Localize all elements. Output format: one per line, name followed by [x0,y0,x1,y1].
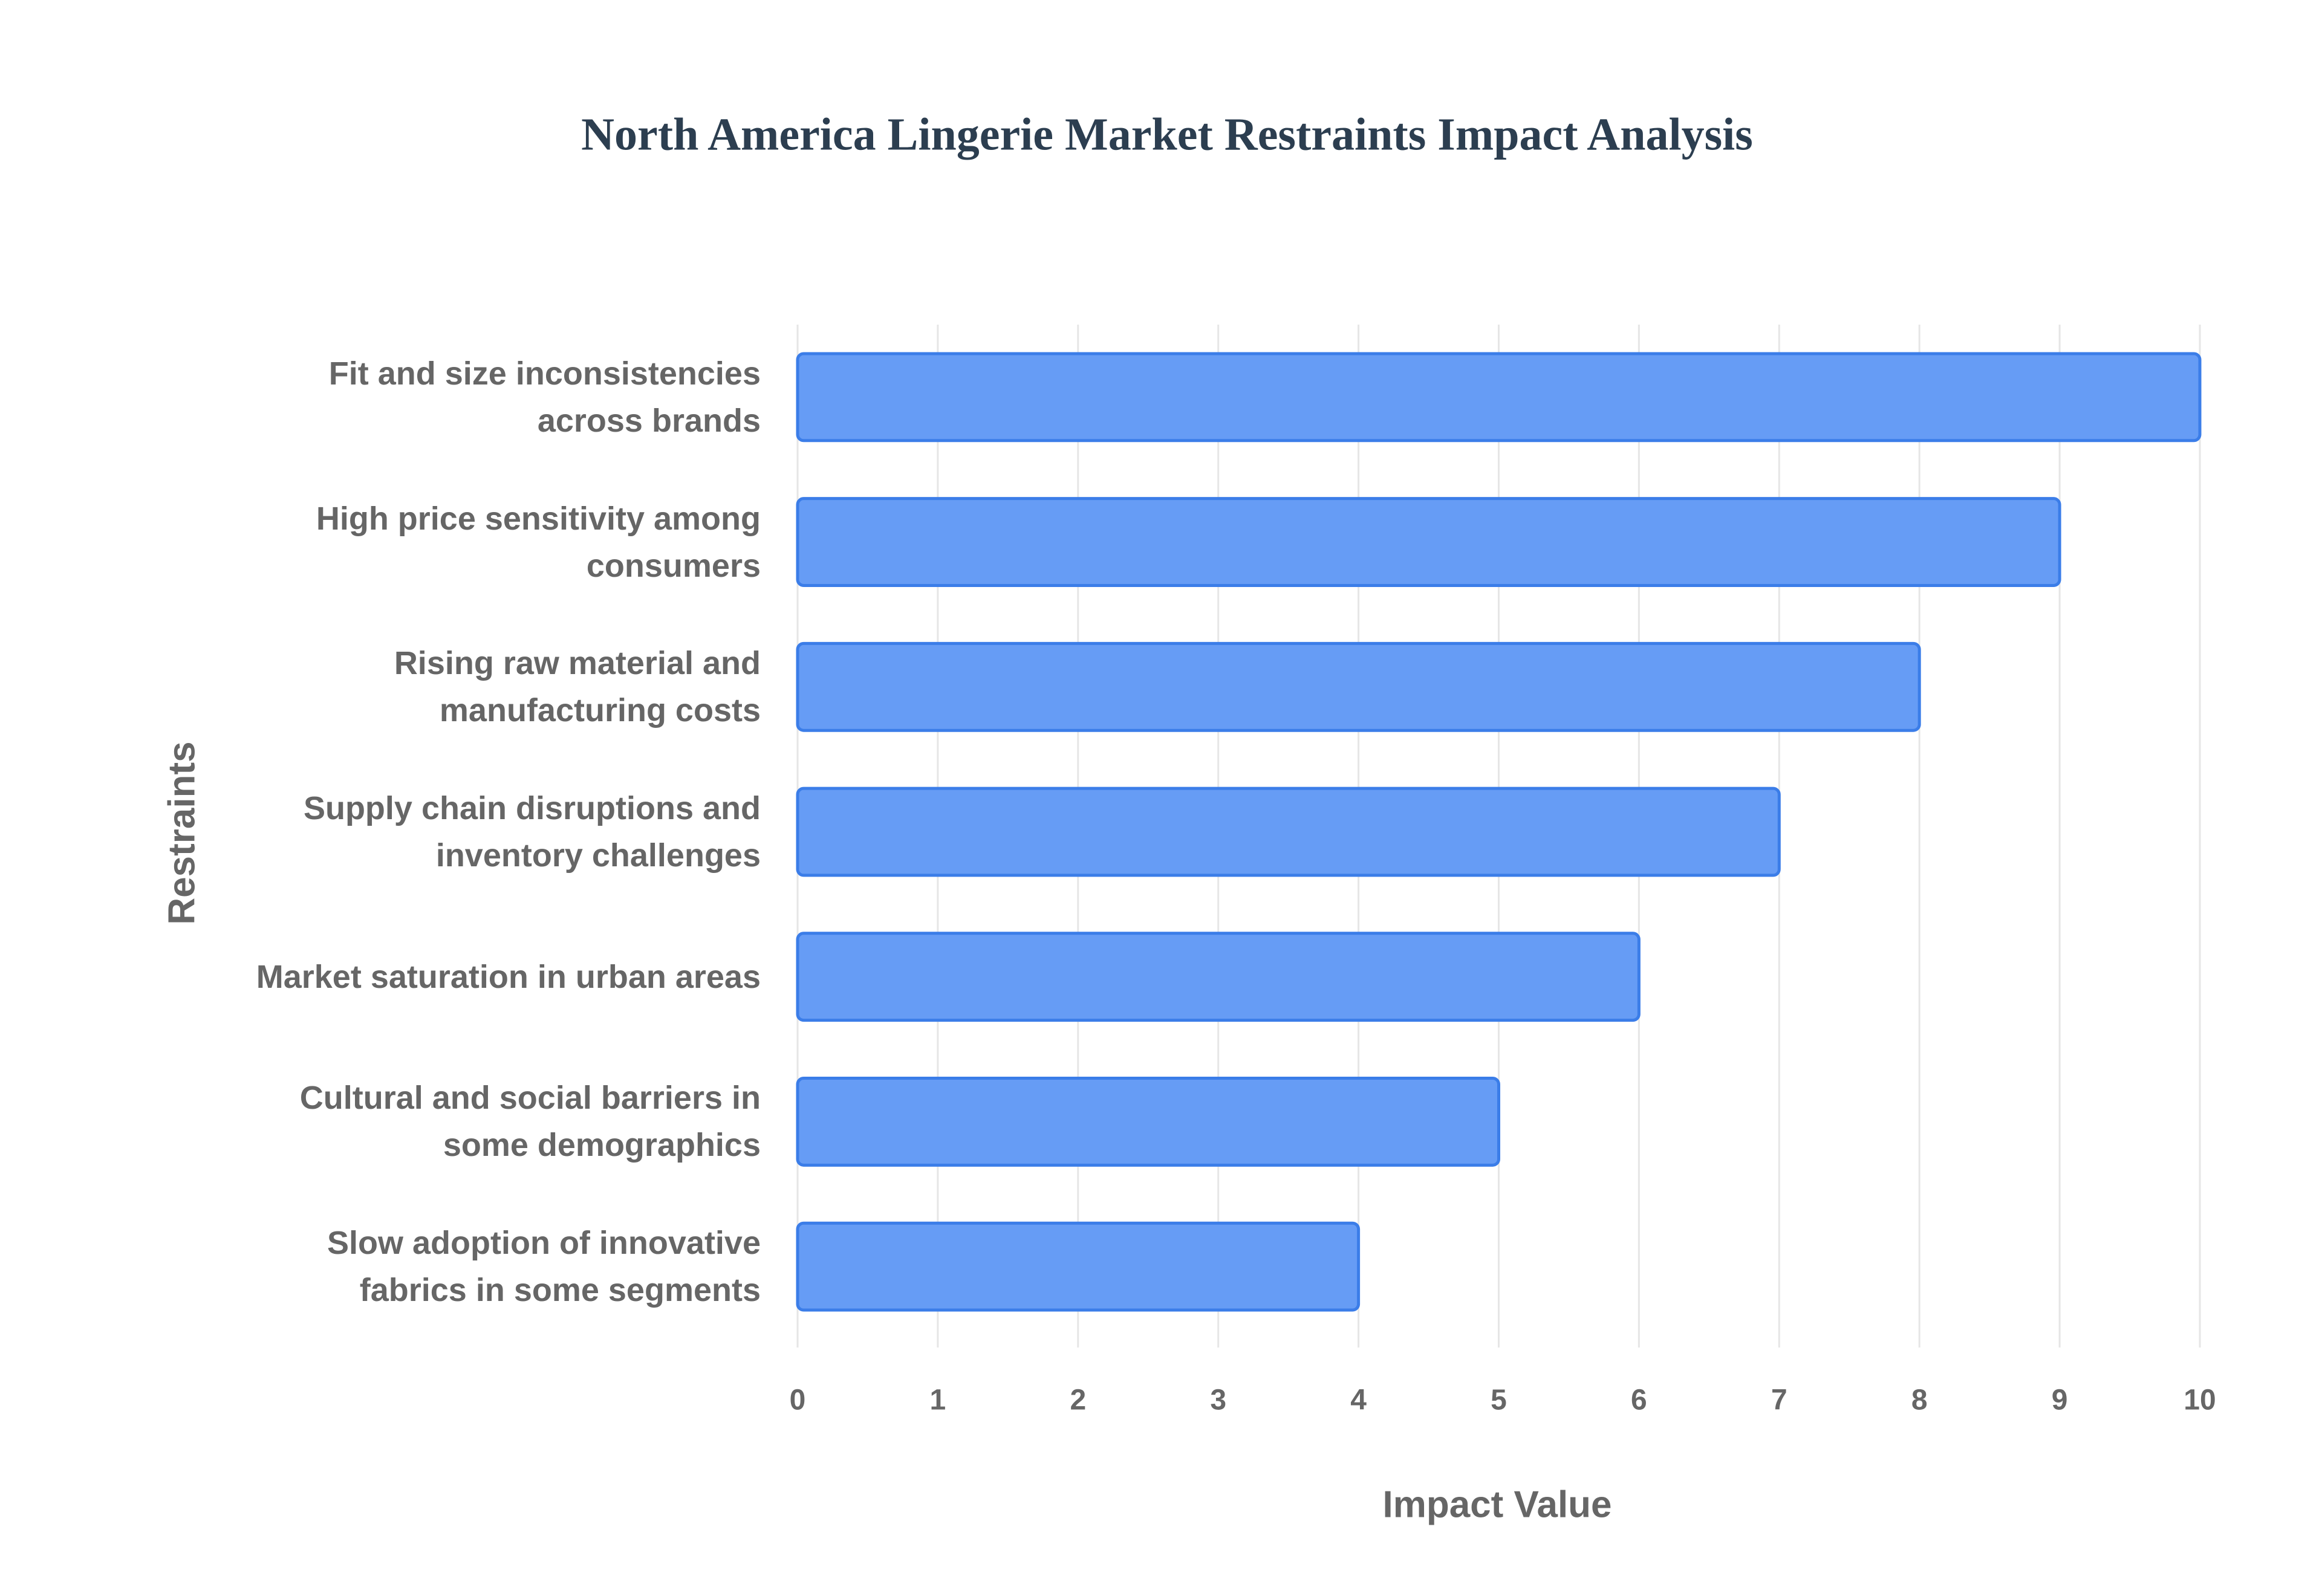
y-tick-label-text: Rising raw material and manufacturing co… [394,645,761,729]
y-tick-label: Slow adoption of innovative fabrics in s… [236,1206,761,1327]
bar [796,787,1781,877]
y-tick-label-box: Rising raw material and manufacturing co… [236,626,761,747]
bar [796,1221,1361,1312]
y-tick-label-box: High price sensitivity among consumers [236,482,761,603]
y-tick-label: Rising raw material and manufacturing co… [236,626,761,747]
x-tick-label: 9 [2052,1384,2068,1416]
x-tick-label: 5 [1491,1384,1507,1416]
bar [796,641,1921,732]
y-tick-label: Supply chain disruptions and inventory c… [236,771,761,892]
y-tick-label-text: Market saturation in urban areas [256,958,761,995]
x-tick-label: 8 [1911,1384,1928,1416]
bar [796,932,1641,1022]
y-tick-label-box: Cultural and social barriers in some dem… [236,1061,761,1182]
y-tick-label-box: Slow adoption of innovative fabrics in s… [236,1206,761,1327]
y-tick-label-text: Slow adoption of innovative fabrics in s… [327,1225,761,1309]
y-tick-label-box: Supply chain disruptions and inventory c… [236,771,761,892]
y-tick-label-text: High price sensitivity among consumers [316,500,761,584]
chart-title: North America Lingerie Market Restraints… [581,109,1753,160]
y-tick-label-box: Fit and size inconsistencies across bran… [236,337,761,458]
y-tick-label-text: Cultural and social barriers in some dem… [299,1080,761,1164]
x-tick-label: 6 [1631,1384,1647,1416]
bar [796,352,2202,443]
y-tick-label-box: Market saturation in urban areas [236,916,761,1037]
x-tick-label: 4 [1350,1384,1367,1416]
x-axis-title: Impact Value [1382,1484,1611,1525]
x-tick-label: 3 [1210,1384,1226,1416]
y-tick-label: Fit and size inconsistencies across bran… [236,337,761,458]
x-tick-label: 7 [1771,1384,1787,1416]
bar [796,1077,1500,1167]
x-tick-label: 10 [2184,1384,2216,1416]
x-tick-label: 0 [790,1384,806,1416]
x-tick-label: 1 [930,1384,946,1416]
y-axis-title: Restraints [161,741,203,924]
x-tick-label: 2 [1070,1384,1086,1416]
y-tick-label-text: Fit and size inconsistencies across bran… [328,355,761,439]
y-tick-label: High price sensitivity among consumers [236,482,761,603]
bar [796,497,2061,587]
y-tick-label: Market saturation in urban areas [236,916,761,1037]
y-tick-label: Cultural and social barriers in some dem… [236,1061,761,1182]
y-tick-label-text: Supply chain disruptions and inventory c… [303,790,761,874]
